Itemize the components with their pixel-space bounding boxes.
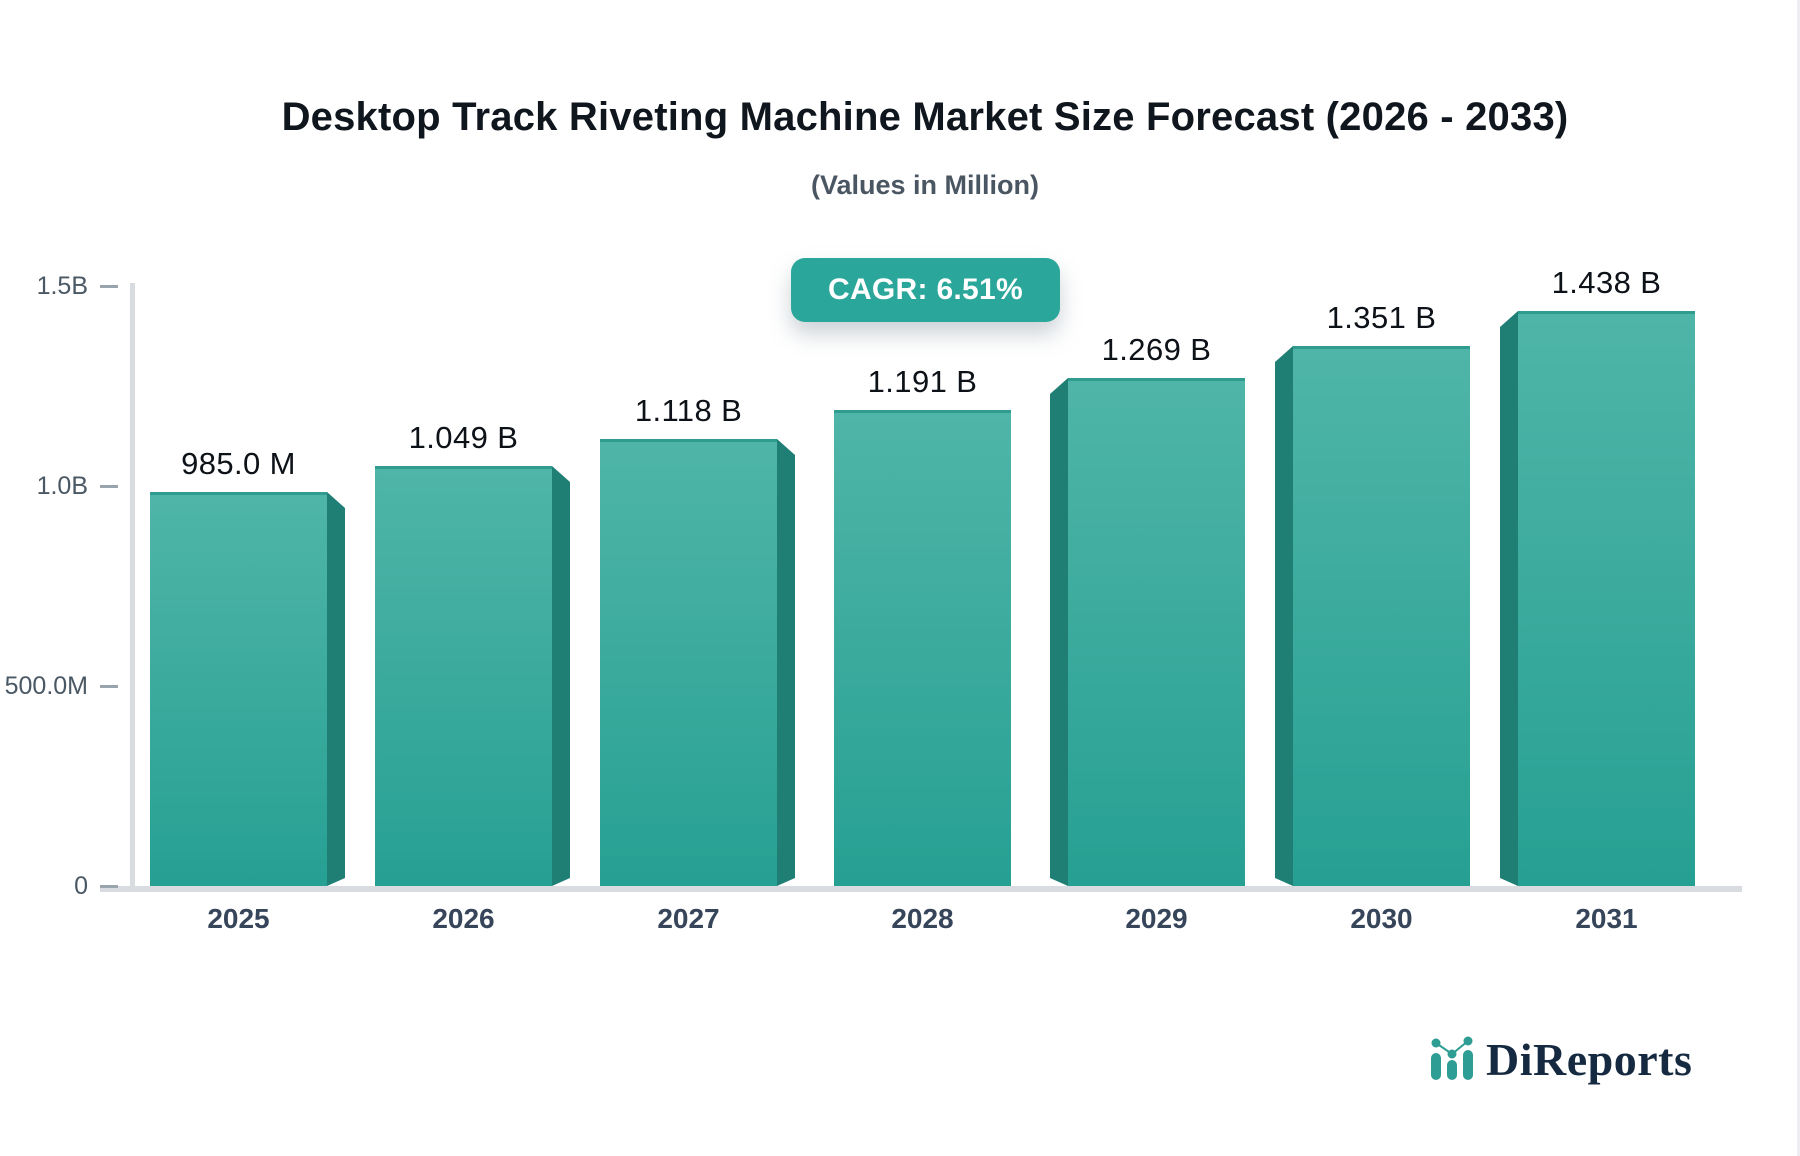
y-axis-tick-mark bbox=[100, 485, 118, 488]
bar-value-label: 1.118 B bbox=[634, 393, 743, 428]
bar-value-label: 1.269 B bbox=[1101, 332, 1212, 367]
chart-subtitle: (Values in Million) bbox=[810, 170, 1040, 200]
bar-line-chart-icon bbox=[1431, 1036, 1473, 1080]
y-axis-tick-label: 1.0B bbox=[36, 472, 88, 500]
bar-value-label: 985.0 M bbox=[181, 446, 296, 481]
bar-face bbox=[1068, 378, 1245, 886]
x-axis-line bbox=[100, 886, 1742, 892]
x-axis-label: 2028 bbox=[891, 903, 954, 934]
bar-value-label: 1.351 B bbox=[1326, 300, 1437, 335]
bar-side-face bbox=[777, 439, 795, 886]
brand-logo: DiReports bbox=[1428, 1034, 1692, 1086]
bar-side-face bbox=[1275, 346, 1293, 886]
brand-name: DiReports bbox=[1486, 1034, 1693, 1085]
bar-face bbox=[600, 439, 777, 886]
bar bbox=[1500, 311, 1695, 886]
bar-face bbox=[150, 492, 327, 886]
bar-face bbox=[1518, 311, 1695, 886]
bar bbox=[825, 410, 1020, 886]
x-axis-label: 2025 bbox=[207, 903, 270, 934]
bar-value-label: 1.049 B bbox=[408, 420, 519, 455]
chart-title: Desktop Track Riveting Machine Market Si… bbox=[281, 95, 1569, 139]
y-axis-tick-mark bbox=[100, 285, 118, 288]
y-axis-tick-mark bbox=[100, 885, 118, 888]
bar-face bbox=[375, 466, 552, 886]
bar-face bbox=[834, 410, 1011, 886]
x-axis-label: 2031 bbox=[1575, 903, 1638, 934]
bar-side-face bbox=[1500, 311, 1518, 886]
x-axis-label: 2029 bbox=[1125, 903, 1188, 934]
cagr-badge: CAGR: 6.51% bbox=[791, 258, 1060, 322]
x-axis-label: 2027 bbox=[657, 903, 720, 934]
y-axis-line bbox=[130, 283, 135, 887]
bar-side-face bbox=[327, 492, 345, 886]
bar-value-label: 1.438 B bbox=[1551, 265, 1662, 300]
x-axis-label: 2026 bbox=[432, 903, 495, 934]
x-axis-label: 2030 bbox=[1350, 903, 1413, 934]
bar-face bbox=[1293, 346, 1470, 886]
y-axis-tick-mark bbox=[100, 685, 118, 688]
page-edge-divider bbox=[1797, 0, 1800, 1156]
bar bbox=[600, 439, 795, 886]
bar bbox=[1050, 378, 1245, 886]
bar-side-face bbox=[552, 466, 570, 886]
bar-value-label: 1.191 B bbox=[867, 364, 978, 399]
bar bbox=[1275, 346, 1470, 886]
y-axis-tick-label: 500.0M bbox=[4, 672, 88, 700]
bar bbox=[375, 466, 570, 886]
y-axis-tick-label: 0 bbox=[74, 872, 88, 900]
y-axis-tick-label: 1.5B bbox=[36, 272, 88, 300]
bar bbox=[150, 492, 345, 886]
bar-side-face bbox=[1050, 378, 1068, 886]
